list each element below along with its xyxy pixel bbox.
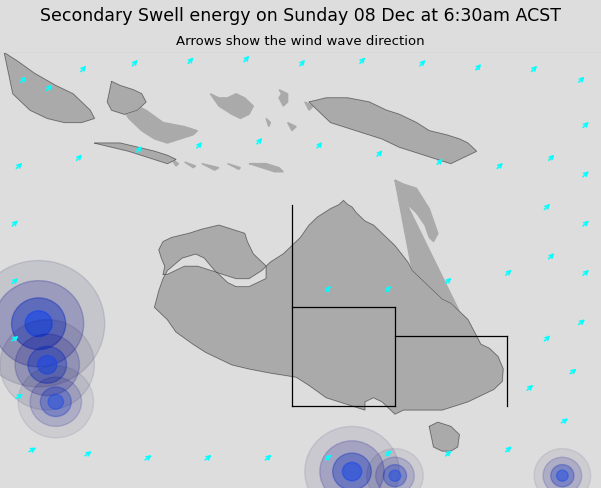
Circle shape: [37, 356, 57, 374]
Circle shape: [305, 427, 399, 488]
Circle shape: [551, 465, 574, 487]
Circle shape: [0, 320, 94, 410]
Polygon shape: [210, 94, 253, 119]
Circle shape: [0, 261, 105, 387]
Polygon shape: [4, 53, 94, 122]
Circle shape: [333, 453, 371, 488]
Polygon shape: [228, 163, 240, 169]
Circle shape: [389, 470, 401, 481]
Polygon shape: [279, 90, 288, 106]
Polygon shape: [154, 201, 503, 414]
Circle shape: [557, 470, 568, 481]
Circle shape: [320, 441, 384, 488]
Circle shape: [367, 448, 423, 488]
Polygon shape: [116, 98, 198, 143]
Circle shape: [40, 387, 72, 417]
Circle shape: [48, 394, 64, 409]
Polygon shape: [172, 160, 178, 166]
Circle shape: [383, 465, 406, 487]
Polygon shape: [309, 98, 477, 163]
Polygon shape: [266, 119, 270, 126]
Circle shape: [28, 346, 67, 383]
Circle shape: [11, 298, 66, 349]
Circle shape: [25, 311, 52, 337]
Circle shape: [0, 281, 84, 367]
Circle shape: [534, 448, 591, 488]
Polygon shape: [429, 422, 459, 451]
Polygon shape: [395, 180, 459, 311]
Circle shape: [343, 462, 362, 481]
Polygon shape: [305, 102, 313, 110]
Circle shape: [376, 457, 414, 488]
Circle shape: [18, 366, 94, 438]
Text: Secondary Swell energy on Sunday 08 Dec at 6:30am ACST: Secondary Swell energy on Sunday 08 Dec …: [40, 7, 561, 25]
Polygon shape: [94, 143, 176, 163]
Circle shape: [543, 457, 582, 488]
Circle shape: [15, 334, 79, 396]
Polygon shape: [185, 162, 196, 168]
Polygon shape: [108, 81, 146, 114]
Text: Arrows show the wind wave direction: Arrows show the wind wave direction: [176, 35, 425, 48]
Polygon shape: [288, 122, 296, 131]
Circle shape: [30, 377, 82, 427]
Polygon shape: [202, 163, 219, 170]
Polygon shape: [249, 163, 283, 172]
